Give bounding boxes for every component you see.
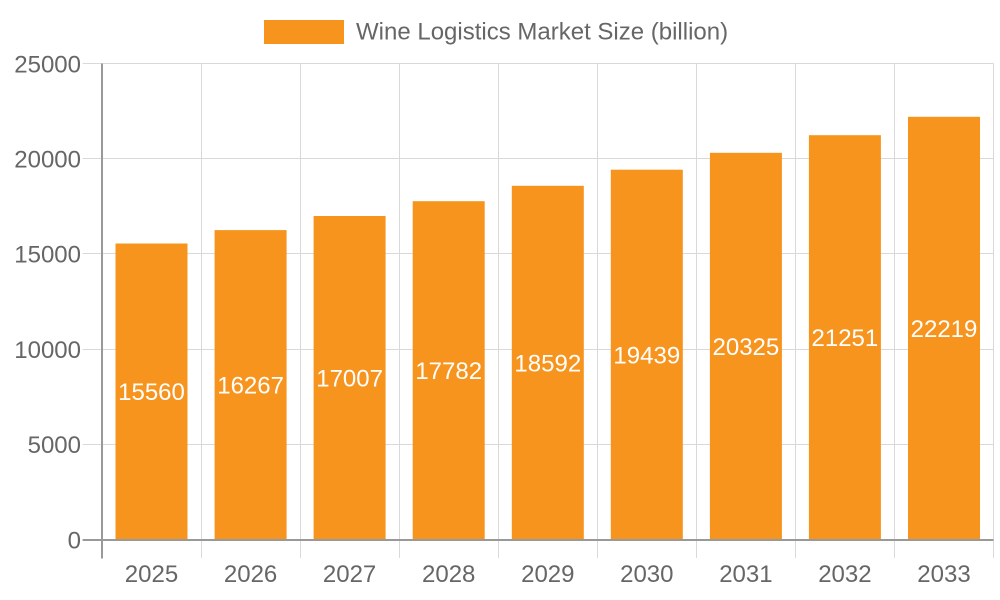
svg-text:19439: 19439 xyxy=(613,342,680,369)
svg-text:20325: 20325 xyxy=(713,334,780,361)
svg-text:2026: 2026 xyxy=(224,561,277,588)
svg-text:17782: 17782 xyxy=(415,358,482,385)
svg-text:20000: 20000 xyxy=(14,147,81,174)
svg-text:2032: 2032 xyxy=(818,561,871,588)
svg-text:5000: 5000 xyxy=(28,432,81,459)
svg-text:2031: 2031 xyxy=(719,561,772,588)
svg-text:2027: 2027 xyxy=(323,561,376,588)
svg-text:22219: 22219 xyxy=(911,316,978,343)
svg-text:25000: 25000 xyxy=(14,51,81,78)
svg-text:18592: 18592 xyxy=(514,350,581,377)
svg-text:0: 0 xyxy=(68,527,81,554)
svg-text:15560: 15560 xyxy=(118,379,185,406)
svg-text:15000: 15000 xyxy=(14,242,81,269)
svg-text:2030: 2030 xyxy=(620,561,673,588)
svg-text:17007: 17007 xyxy=(316,365,383,392)
svg-text:2028: 2028 xyxy=(422,561,475,588)
svg-text:2033: 2033 xyxy=(917,561,970,588)
svg-text:16267: 16267 xyxy=(217,373,284,400)
svg-text:10000: 10000 xyxy=(14,337,81,364)
svg-text:2029: 2029 xyxy=(521,561,574,588)
svg-text:2025: 2025 xyxy=(125,561,178,588)
svg-text:Wine Logistics Market Size (bi: Wine Logistics Market Size (billion) xyxy=(356,19,728,46)
svg-text:21251: 21251 xyxy=(812,325,879,352)
